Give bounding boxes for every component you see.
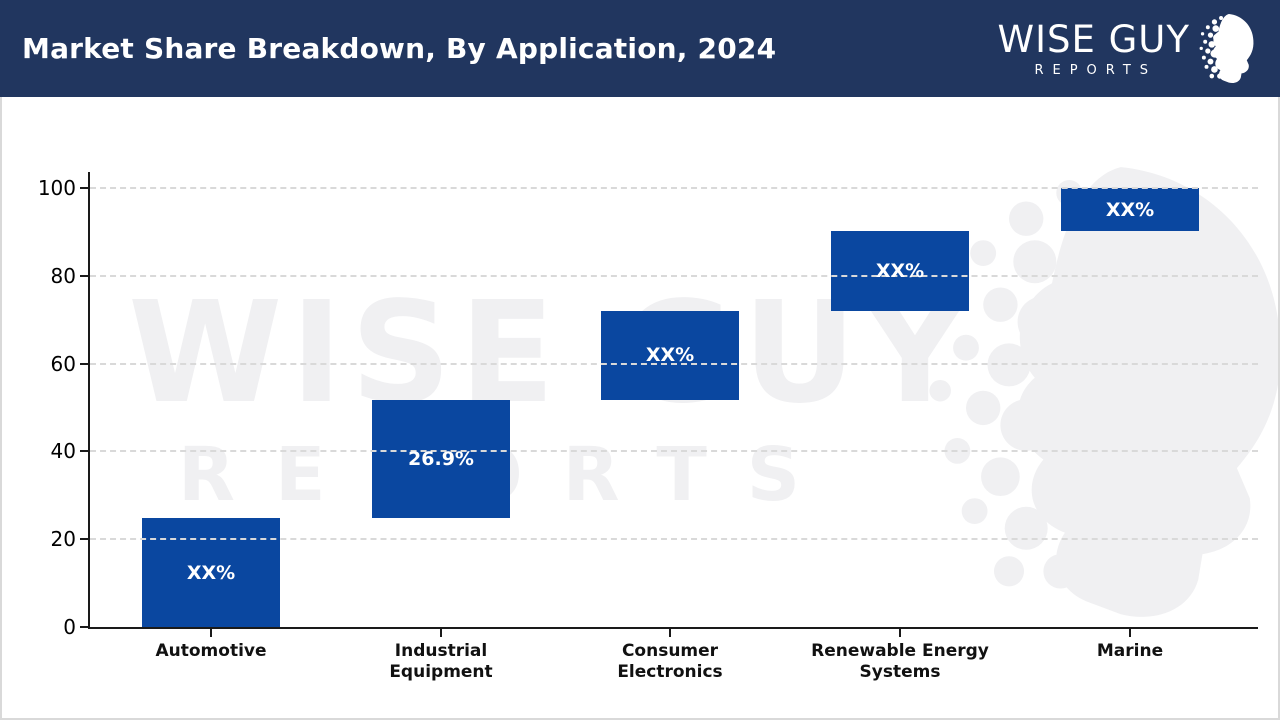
y-tick-mark-100 xyxy=(80,187,88,189)
x-label-industrial-equipment: Industrial Equipment xyxy=(321,641,561,683)
y-tick-label-40: 40 xyxy=(50,439,76,464)
x-label-marine: Marine xyxy=(1010,641,1250,662)
logo-text: WISE GUY REPORTS xyxy=(998,21,1190,77)
x-tick-mark-consumer-electronics xyxy=(669,629,671,637)
gridline-60 xyxy=(90,362,1258,365)
bar-automotive: XX% xyxy=(142,518,280,627)
x-label-line: Equipment xyxy=(389,662,493,682)
watermark-brand-text: WISE GUY xyxy=(128,272,974,435)
logo-face-icon xyxy=(1199,13,1254,83)
y-tick-label-20: 20 xyxy=(50,527,76,552)
y-tick-mark-80 xyxy=(80,274,88,277)
gridline-100 xyxy=(90,187,1258,189)
x-tick-mark-marine xyxy=(1129,629,1131,637)
header-bar: Market Share Breakdown, By Application, … xyxy=(0,0,1280,97)
y-tick-mark-60 xyxy=(80,362,88,365)
gridline-20 xyxy=(90,538,1258,541)
bar-value-label: XX% xyxy=(1105,198,1155,221)
bar-industrial-equipment: 26.9% xyxy=(372,400,510,519)
logo-brand-text: WISE GUY xyxy=(997,17,1190,61)
y-axis-line xyxy=(88,172,90,629)
y-tick-label-100: 100 xyxy=(37,176,76,200)
x-label-line: Marine xyxy=(1096,641,1164,661)
x-tick-mark-industrial-equipment xyxy=(440,629,442,637)
logo-sub-text: REPORTS xyxy=(1034,62,1158,78)
bar-renewable-energy-systems: XX% xyxy=(831,231,969,311)
gridline-80 xyxy=(90,274,1258,277)
y-tick-mark-40 xyxy=(80,450,88,453)
bar-marine: XX% xyxy=(1061,188,1199,232)
x-label-line: Automotive xyxy=(155,641,267,661)
x-axis-line xyxy=(88,627,1258,629)
bar-value-label: XX% xyxy=(186,561,236,584)
y-tick-label-80: 80 xyxy=(50,263,76,288)
wise-guy-logo: WISE GUY REPORTS xyxy=(998,9,1258,89)
y-tick-label-0: 0 xyxy=(63,615,76,639)
bar-value-label: 26.9% xyxy=(408,448,474,471)
x-label-line: Consumer xyxy=(621,641,719,661)
y-tick-mark-0 xyxy=(80,626,88,628)
x-tick-mark-automotive xyxy=(210,629,212,637)
x-tick-mark-renewable-energy-systems xyxy=(899,629,901,637)
bar-value-label: XX% xyxy=(875,259,925,282)
bar-value-label: XX% xyxy=(645,344,695,367)
y-tick-mark-20 xyxy=(80,538,88,541)
y-tick-label-60: 60 xyxy=(50,351,76,376)
waterfall-chart: XX% 26.9% XX% XX% XX% 0 20 40 60 80 100 Automotive I… xyxy=(0,97,1280,720)
gridline-40 xyxy=(90,450,1258,453)
x-label-line: Renewable Energy xyxy=(811,641,989,661)
page-title: Market Share Breakdown, By Application, … xyxy=(22,32,777,65)
x-label-line: Systems xyxy=(859,662,941,682)
x-label-automotive: Automotive xyxy=(91,641,331,662)
x-label-line: Electronics xyxy=(617,662,723,682)
x-label-consumer-electronics: Consumer Electronics xyxy=(550,641,790,683)
x-label-line: Industrial xyxy=(394,641,488,661)
bar-consumer-electronics: XX% xyxy=(601,310,739,401)
x-label-renewable-energy-systems: Renewable Energy Systems xyxy=(780,641,1020,683)
